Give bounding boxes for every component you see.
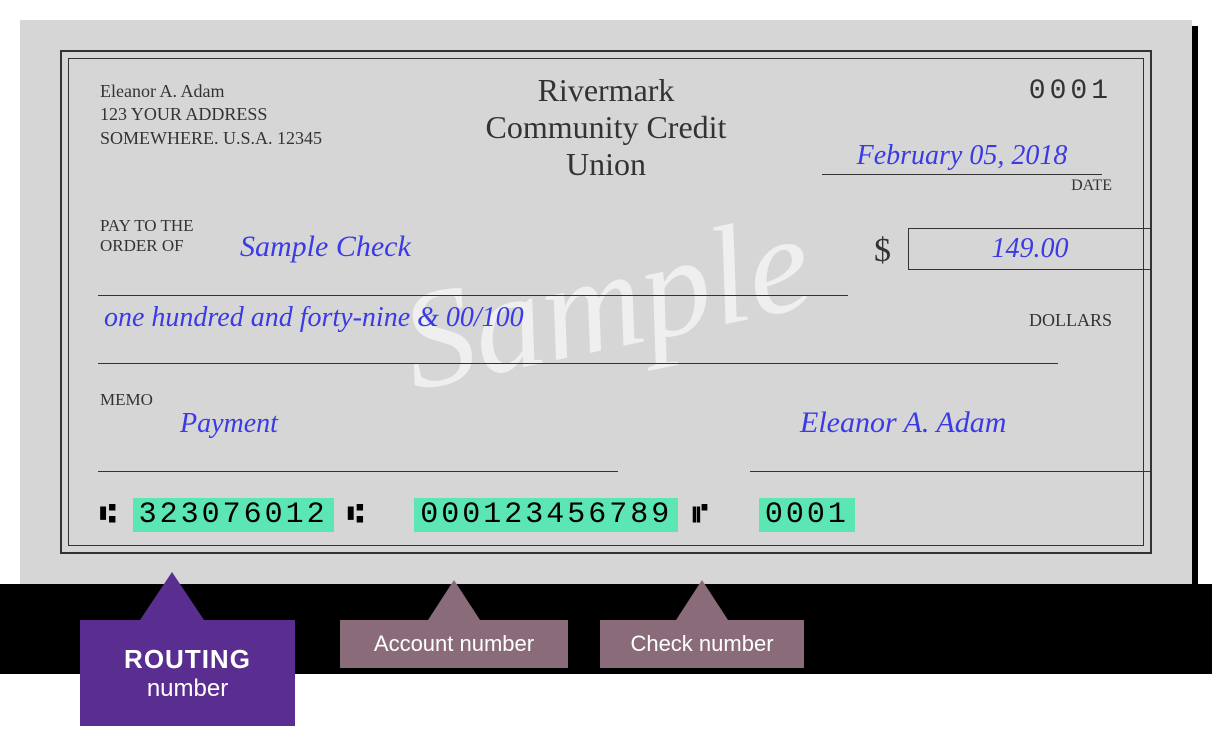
pay-to-label: PAY TO THE ORDER OF	[100, 216, 194, 257]
check-number-callout: Check number	[600, 620, 804, 668]
account-number: 000123456789	[414, 498, 678, 532]
memo-line	[98, 440, 618, 472]
pay-to-line	[98, 264, 848, 296]
dollars-label: DOLLARS	[1029, 310, 1112, 331]
micr-onus-icon: ⑈	[692, 500, 711, 530]
micr-transit-icon: ⑆	[348, 500, 367, 530]
pay-to-label-line2: ORDER OF	[100, 236, 194, 256]
amount-words: one hundred and forty-nine & 00/100	[104, 302, 524, 334]
account-number-callout: Account number	[340, 620, 568, 668]
date-label: DATE	[812, 177, 1112, 195]
check-body: Sample Eleanor A. Adam 123 YOUR ADDRESS …	[20, 20, 1192, 584]
check-number-top: 0001	[1029, 76, 1112, 107]
micr-check-number: 0001	[759, 498, 855, 532]
callout-routing-line2: number	[80, 675, 295, 703]
routing-number-callout: ROUTING number	[80, 620, 295, 726]
bank-name-line1: Rivermark	[20, 72, 1192, 109]
micr-line: ⑆ 323076012 ⑆ 000123456789 ⑈ 0001	[100, 498, 855, 532]
signature: Eleanor A. Adam	[800, 406, 1006, 440]
callout-routing-line1: ROUTING	[80, 644, 295, 675]
signature-line	[750, 440, 1150, 472]
date-value: February 05, 2018	[822, 140, 1102, 175]
amount-words-line	[98, 332, 1058, 364]
pay-to-label-line1: PAY TO THE	[100, 216, 194, 236]
date-area: February 05, 2018 DATE	[812, 140, 1112, 195]
amount-numeric: 149.00	[908, 228, 1152, 270]
memo-value: Payment	[180, 408, 278, 440]
dollar-sign-icon: $	[874, 232, 891, 270]
micr-transit-icon: ⑆	[100, 500, 119, 530]
pay-to-value: Sample Check	[240, 230, 411, 264]
check-diagram: Sample Eleanor A. Adam 123 YOUR ADDRESS …	[0, 0, 1212, 744]
memo-label: MEMO	[100, 390, 153, 410]
routing-number: 323076012	[133, 498, 334, 532]
